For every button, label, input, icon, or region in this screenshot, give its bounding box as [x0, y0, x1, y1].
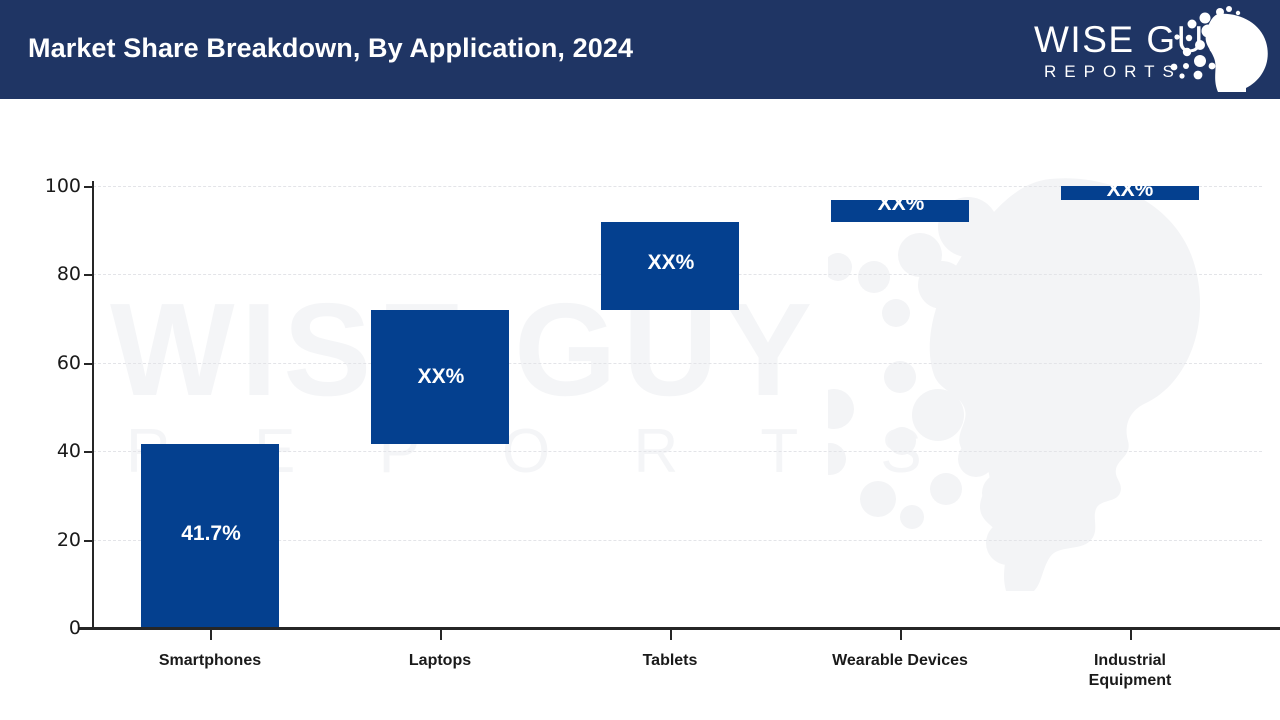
x-tick-label-industrial-equipment: Industrial Equipment	[1020, 651, 1240, 690]
bar-label-smartphones: 41.7%	[181, 522, 241, 545]
x-tick-label-smartphones: Smartphones	[158, 652, 262, 669]
gridline-60	[93, 363, 1262, 364]
x-tick-tablets	[670, 629, 672, 640]
page-title: Market Share Breakdown, By Application, …	[28, 33, 634, 63]
x-tick-label-laptops: Laptops	[408, 652, 472, 669]
y-tick-label-0: 0	[68, 617, 81, 639]
svg-text:REPORTS: REPORTS	[1044, 62, 1182, 81]
y-tick-60	[84, 363, 93, 365]
bar-label-tablets: XX%	[647, 251, 695, 274]
y-tick-label-40: 40	[56, 440, 81, 462]
y-tick-40	[84, 451, 93, 453]
x-tick-label-wearable-devices: Wearable Devices	[832, 652, 968, 669]
y-axis-line	[92, 181, 94, 629]
y-tick-label-100: 100	[44, 175, 81, 197]
y-tick-label-20: 20	[56, 529, 81, 551]
bar-label-laptops: XX%	[417, 365, 465, 388]
bar-smartphones[interactable]	[141, 444, 279, 628]
plot-area: 41.7% XX% XX% XX% XX% 0 20 40	[0, 99, 1280, 720]
bar-label-industrial-equipment: XX%	[1106, 186, 1154, 200]
x-tick-label-industrial-equipment-line2: Equipment	[1088, 671, 1172, 689]
gridline-100	[93, 186, 1262, 187]
chart-body: WISE GUY R E P O R T S	[0, 99, 1280, 720]
bar-industrial-equipment[interactable]	[1061, 186, 1199, 200]
x-tick-label-tablets: Tablets	[642, 652, 698, 669]
bar-tablets[interactable]	[601, 222, 739, 310]
gridline-20	[93, 540, 1262, 541]
gridline-40	[93, 451, 1262, 452]
bar-label-wearable-devices: XX%	[877, 192, 925, 215]
x-tick-laptops	[440, 629, 442, 640]
y-tick-100	[84, 186, 93, 188]
y-tick-label-80: 80	[56, 263, 81, 285]
x-tick-industrial-equipment	[1130, 629, 1132, 640]
y-tick-20	[84, 540, 93, 542]
wise-guy-reports-logo: WISE GUY REPORTS	[1022, 4, 1276, 96]
x-tick-wearable-devices	[900, 629, 902, 640]
y-tick-label-60: 60	[56, 352, 81, 374]
x-tick-smartphones	[210, 629, 212, 640]
svg-text:WISE GUY: WISE GUY	[1034, 19, 1231, 60]
x-axis-line	[79, 627, 1280, 630]
chart-header: Market Share Breakdown, By Application, …	[0, 0, 1280, 99]
y-tick-80	[84, 274, 93, 276]
bar-laptops[interactable]	[371, 310, 509, 444]
bar-label-clip-industrial-equipment: XX%	[1061, 186, 1199, 200]
bar-wearable-devices[interactable]	[831, 200, 969, 222]
x-tick-label-industrial-equipment-line1: Industrial	[1093, 652, 1166, 669]
y-tick-0	[84, 628, 93, 630]
